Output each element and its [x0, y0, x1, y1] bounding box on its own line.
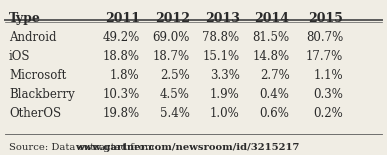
Text: 0.2%: 0.2%: [313, 107, 343, 120]
Text: 17.7%: 17.7%: [306, 50, 343, 63]
Text: OtherOS: OtherOS: [9, 107, 61, 120]
Text: 80.7%: 80.7%: [306, 31, 343, 44]
Text: 2012: 2012: [155, 12, 190, 25]
Text: 2015: 2015: [308, 12, 343, 25]
Text: iOS: iOS: [9, 50, 31, 63]
Text: 0.3%: 0.3%: [313, 88, 343, 101]
Text: 4.5%: 4.5%: [160, 88, 190, 101]
Text: 2.5%: 2.5%: [160, 69, 190, 82]
Text: 18.8%: 18.8%: [103, 50, 140, 63]
Text: 1.8%: 1.8%: [110, 69, 140, 82]
Text: 49.2%: 49.2%: [103, 31, 140, 44]
Text: 2014: 2014: [255, 12, 289, 25]
Text: 3.3%: 3.3%: [210, 69, 240, 82]
Text: 19.8%: 19.8%: [103, 107, 140, 120]
Text: 14.8%: 14.8%: [252, 50, 289, 63]
Text: .: .: [157, 143, 160, 152]
Text: 0.6%: 0.6%: [260, 107, 289, 120]
Text: 1.1%: 1.1%: [314, 69, 343, 82]
Text: Android: Android: [9, 31, 57, 44]
Text: 18.7%: 18.7%: [152, 50, 190, 63]
Text: 69.0%: 69.0%: [152, 31, 190, 44]
Text: 2013: 2013: [205, 12, 240, 25]
Text: Blackberry: Blackberry: [9, 88, 75, 101]
Text: 1.9%: 1.9%: [210, 88, 240, 101]
Text: Source: Data extracted from: Source: Data extracted from: [9, 143, 158, 152]
Text: 15.1%: 15.1%: [202, 50, 240, 63]
Text: 2.7%: 2.7%: [260, 69, 289, 82]
Text: 5.4%: 5.4%: [160, 107, 190, 120]
Text: Microsoft: Microsoft: [9, 69, 66, 82]
Text: 1.0%: 1.0%: [210, 107, 240, 120]
Text: www.gartner.com/newsroom/id/3215217: www.gartner.com/newsroom/id/3215217: [75, 143, 299, 152]
Text: 10.3%: 10.3%: [103, 88, 140, 101]
Text: 0.4%: 0.4%: [260, 88, 289, 101]
Text: 78.8%: 78.8%: [202, 31, 240, 44]
Text: 2011: 2011: [105, 12, 140, 25]
Text: 81.5%: 81.5%: [252, 31, 289, 44]
Text: Type: Type: [9, 12, 41, 25]
